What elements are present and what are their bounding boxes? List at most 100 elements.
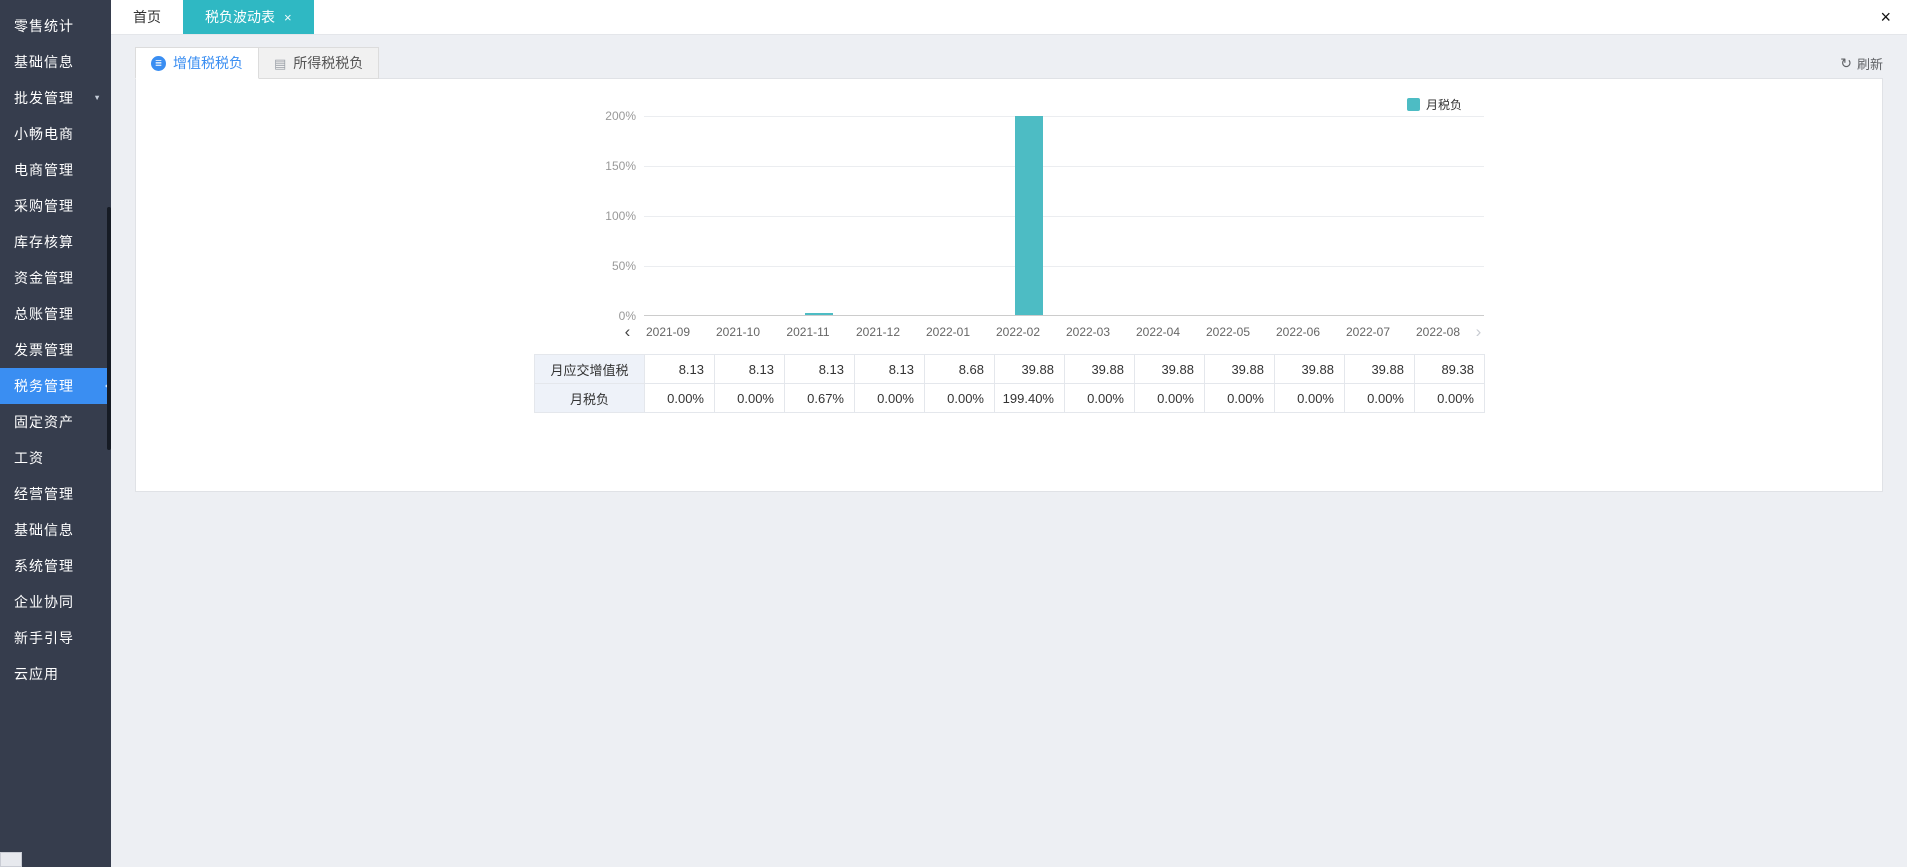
x-axis-label: 2021-12 [855,324,901,339]
pager-prev-icon[interactable]: ‹ [624,322,631,341]
sidebar-item-13[interactable]: 经营管理 [0,476,111,512]
income-tax-doc-icon: ▤ [274,55,287,71]
bar-2021-11 [805,313,833,315]
sidebar-item-label: 工资 [14,450,44,466]
sidebar-item-label: 库存核算 [14,234,74,250]
sidebar-item-18[interactable]: 云应用 [0,656,111,692]
tab-tax-fluctuation[interactable]: 税负波动表 × [183,0,314,34]
sidebar-item-label: 电商管理 [14,162,74,178]
sidebar-item-label: 企业协同 [14,594,74,610]
sidebar-item-7[interactable]: 资金管理 [0,260,111,296]
vat-table-icon: ≣ [151,55,166,71]
table-cell: 39.88 [1134,354,1205,384]
main-area: 首页 税负波动表 × × ≣ 增值税税负 ▤ 所得税税负 ↻ 刷新 [111,0,1907,867]
table-cell: 39.88 [1274,354,1345,384]
table-cell: 0.00% [1064,383,1135,413]
sidebar-item-16[interactable]: 企业协同 [0,584,111,620]
x-axis-label: 2022-04 [1135,324,1181,339]
panel-tabs-row: ≣ 增值税税负 ▤ 所得税税负 ↻ 刷新 [135,47,1883,79]
window-close-icon[interactable]: × [1880,6,1891,27]
table-cell: 199.40% [994,383,1065,413]
y-tick-label: 200% [605,109,636,123]
table-cell: 0.00% [1204,383,1275,413]
legend-swatch [1406,97,1420,111]
x-axis-label: 2022-06 [1275,324,1321,339]
chart-legend[interactable]: 月税负 [1406,96,1462,113]
gridline [644,116,1484,117]
sidebar-item-1[interactable]: 基础信息 [0,44,111,80]
topbar: 首页 税负波动表 × × [111,0,1907,35]
tab-close-icon[interactable]: × [284,9,292,25]
x-axis-label: 2022-05 [1205,324,1251,339]
x-axis-label: 2021-09 [645,324,691,339]
tab-income-tax-burden[interactable]: ▤ 所得税税负 [259,47,380,79]
x-axis-label: 2022-08 [1415,324,1461,339]
table-cell: 39.88 [1064,354,1135,384]
tab-vat-burden[interactable]: ≣ 增值税税负 [135,47,259,79]
sidebar-item-0[interactable]: 零售统计 [0,8,111,44]
sidebar-item-label: 小畅电商 [14,126,74,142]
x-axis-label: 2021-10 [715,324,761,339]
table-cell: 0.00% [924,383,995,413]
gridline [644,266,1484,267]
table-cell: 39.88 [1204,354,1275,384]
sidebar-item-label: 基础信息 [14,54,74,70]
sidebar-item-6[interactable]: 库存核算 [0,224,111,260]
chart-plot [644,115,1484,316]
table-cell: 0.00% [714,383,785,413]
sidebar-item-5[interactable]: 采购管理 [0,188,111,224]
table-cell: 0.00% [854,383,925,413]
sidebar-scrollbar-thumb[interactable] [107,207,111,450]
chevron-down-icon: ▼ [93,93,102,103]
table-cell: 0.00% [1414,383,1485,413]
sidebar-item-12[interactable]: 工资 [0,440,111,476]
content-area: ≣ 增值税税负 ▤ 所得税税负 ↻ 刷新 月税负 [111,35,1907,867]
pager-next-icon[interactable]: › [1475,322,1482,341]
sidebar-item-15[interactable]: 系统管理 [0,548,111,584]
tab-tax-fluctuation-label: 税负波动表 [205,9,275,25]
sidebar-item-label: 批发管理 [14,90,74,106]
sidebar-item-2[interactable]: 批发管理 ▼ [0,80,111,116]
tab-vat-burden-label: 增值税税负 [173,55,243,71]
legend-label: 月税负 [1425,97,1462,112]
y-tick-label: 0% [618,309,636,323]
table-row-0: 月应交增值税 8.13 8.13 8.13 8.13 8.68 39.88 39.88 39.8… [534,354,1485,384]
sidebar-item-17[interactable]: 新手引导 [0,620,111,656]
table-cell: 8.13 [854,354,925,384]
refresh-button[interactable]: ↻ 刷新 [1840,47,1883,79]
sidebar-item-label: 云应用 [14,666,59,682]
y-tick-label: 150% [605,159,636,173]
sidebar-item-label: 经营管理 [14,486,74,502]
sidebar-item-label: 基础信息 [14,522,74,538]
sidebar-item-3[interactable]: 小畅电商 [0,116,111,152]
sidebar-item-label: 采购管理 [14,198,74,214]
table-cell: 8.13 [644,354,715,384]
refresh-icon: ↻ [1840,55,1852,71]
sidebar-item-label: 发票管理 [14,342,74,358]
bottom-left-widget[interactable] [0,852,22,867]
x-axis-label: 2022-01 [925,324,971,339]
sidebar-item-4[interactable]: 电商管理 [0,152,111,188]
y-tick-label: 100% [605,209,636,223]
table-cell: 8.68 [924,354,995,384]
table-cell: 8.13 [784,354,855,384]
x-axis-label: 2021-11 [786,324,830,339]
sidebar-item-14[interactable]: 基础信息 [0,512,111,548]
sidebar-item-9[interactable]: 发票管理 [0,332,111,368]
table-cell: 0.00% [1274,383,1345,413]
sidebar-item-11[interactable]: 固定资产 [0,404,111,440]
table-cell: 0.00% [1344,383,1415,413]
sidebar-item-label: 新手引导 [14,630,74,646]
row-label: 月应交增值税 [534,354,645,384]
chart-area: 0% 50% 100% 150% 200% [534,109,1484,323]
sidebar-menu: 零售统计 基础信息 批发管理 ▼ 小畅电商 电商管理 采购管理 库存核算 资金管理 总账管理 发票管… [0,8,111,692]
tab-home-label: 首页 [133,9,161,25]
sidebar-item-10[interactable]: 税务管理 [0,368,111,404]
sidebar-item-8[interactable]: 总账管理 [0,296,111,332]
table-cell: 0.00% [1134,383,1205,413]
tab-home[interactable]: 首页 [111,0,183,34]
legend-row: 月税负 [534,96,1484,112]
row-label: 月税负 [534,383,645,413]
table-cell: 39.88 [1344,354,1415,384]
